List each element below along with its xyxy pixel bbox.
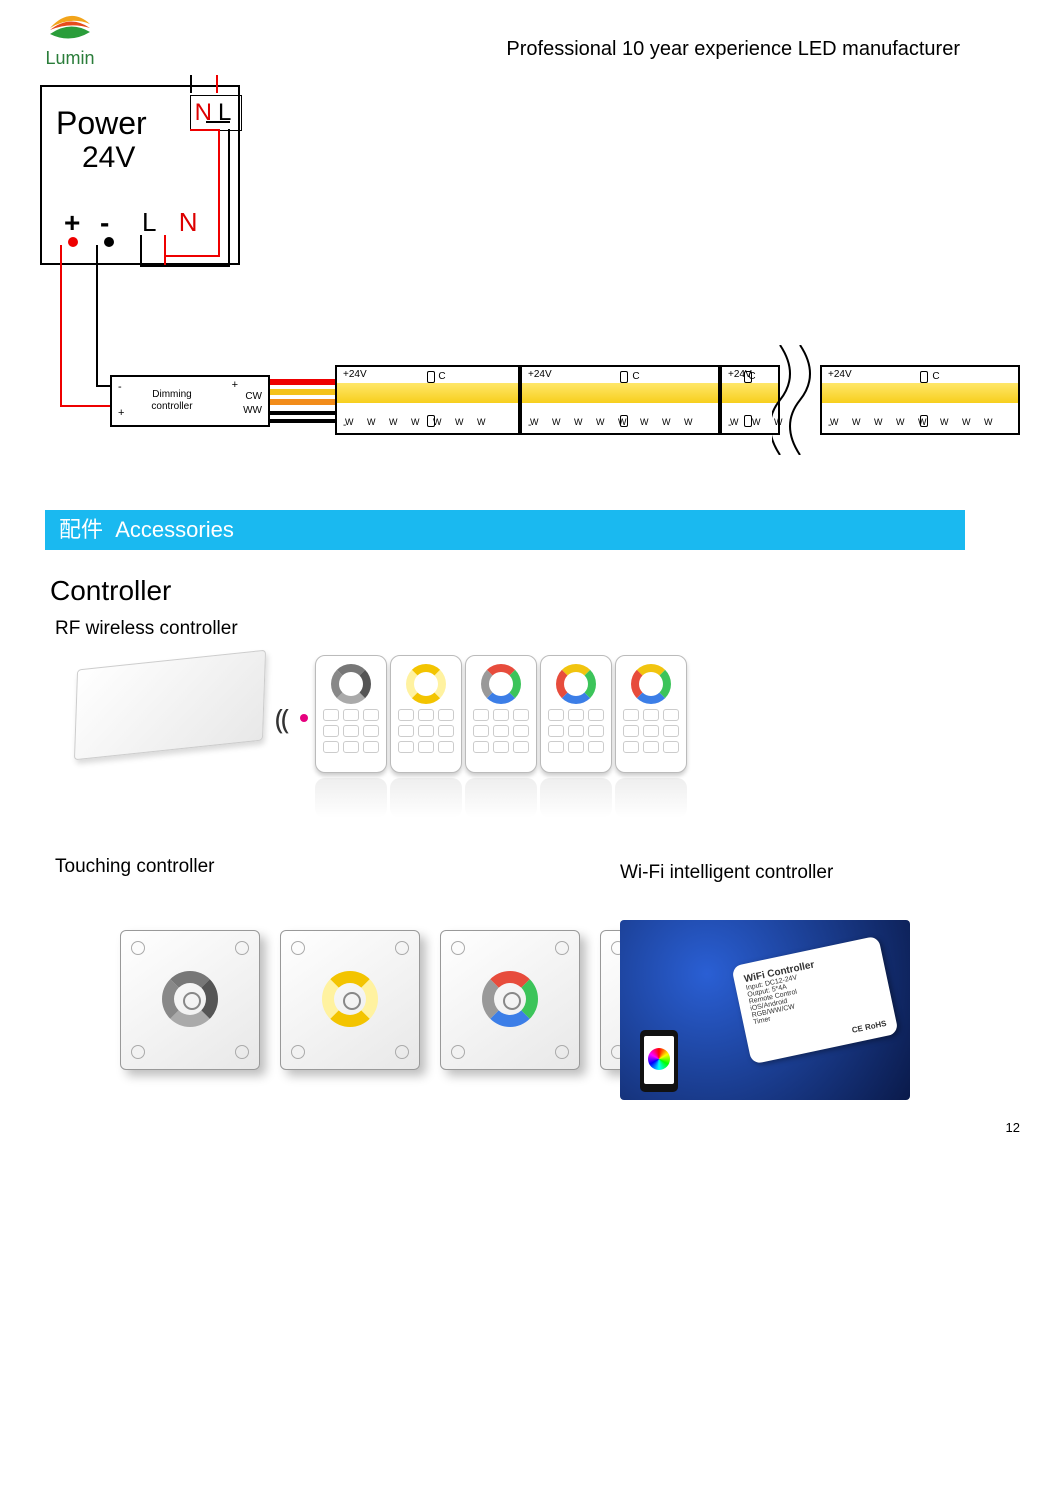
nl-terminals: NL: [190, 95, 242, 131]
wire-neg-v: [96, 245, 98, 385]
wire-out-black2: [270, 419, 336, 423]
ctrl-ww: WW: [243, 405, 262, 416]
strip-segment: +24V-CWWWWWWWW: [820, 365, 1020, 435]
rf-signal-icon: ⸨: [275, 700, 289, 738]
logo-text: Lumin: [30, 48, 110, 69]
header-tagline: Professional 10 year experience LED manu…: [506, 38, 960, 61]
wire-l-up: [190, 75, 192, 93]
ctrl-plus-out: +: [232, 379, 238, 391]
page-number: 12: [1006, 1120, 1020, 1135]
wifi-heading: Wi-Fi intelligent controller: [620, 862, 833, 884]
wire-l-h: [140, 265, 230, 267]
wire-out-black1: [270, 411, 336, 415]
wire-l-down: [140, 235, 142, 265]
wifi-device: WiFi Controller Input: DC12-24VOutput: 5…: [731, 935, 899, 1064]
strip-segment: +24V-CWWW: [720, 365, 780, 435]
dot-negative: [104, 237, 114, 247]
label-n: N: [179, 207, 206, 237]
strip-segment: +24V-CWWWWWWWW: [520, 365, 720, 435]
logo-swirl-icon: [46, 10, 94, 46]
wiring-diagram: Power 24V NL + - L N - + Dimming control…: [30, 85, 1030, 455]
rf-remote: [390, 655, 462, 773]
ctrl-label: Dimming controller: [142, 389, 202, 413]
ctrl-minus: -: [118, 381, 122, 393]
wifi-controller-image: WiFi Controller Input: DC12-24VOutput: 5…: [620, 920, 910, 1100]
touch-panel: [120, 930, 260, 1070]
power-voltage: 24V: [82, 141, 135, 175]
wire-out-orange: [270, 399, 336, 405]
rf-receiver-image: [74, 650, 266, 761]
dimming-controller-box: - + Dimming controller + CW WW: [110, 375, 270, 427]
wire-pos-v: [60, 245, 62, 405]
wire-out-yellow: [270, 389, 336, 395]
wire-n-up: [216, 75, 218, 93]
ctrl-cw: CW: [245, 391, 262, 402]
rf-remote: [315, 655, 387, 773]
accessories-cn: 配件: [59, 517, 103, 542]
ctrl-plus: +: [118, 407, 124, 419]
logo: Lumin: [30, 10, 110, 69]
phone-icon: [640, 1030, 678, 1092]
power-title: Power: [56, 105, 147, 142]
wire-n-h-inner: [164, 255, 220, 257]
touching-heading: Touching controller: [55, 856, 214, 878]
rf-heading: RF wireless controller: [55, 618, 238, 640]
dot-positive: [68, 237, 78, 247]
label-l: L: [142, 207, 164, 237]
wire-pos-h: [60, 405, 112, 407]
wire-out-red: [270, 379, 336, 385]
rf-signal-dot: [300, 714, 308, 722]
strip-segment: +24V-CWWWWWWW: [335, 365, 520, 435]
wire-n-v: [218, 129, 220, 257]
wire-n-top: [190, 129, 220, 131]
touch-panel: [280, 930, 420, 1070]
terminal-minus: -: [100, 207, 109, 239]
wire-n-down: [164, 235, 166, 265]
ln-labels: L N: [142, 207, 206, 238]
accessories-en: Accessories: [115, 517, 234, 542]
rf-remote: [540, 655, 612, 773]
controller-heading: Controller: [50, 575, 171, 607]
strip-break-icon: [772, 345, 812, 455]
touch-panel: [440, 930, 580, 1070]
wire-l-v: [228, 129, 230, 267]
terminal-plus: +: [64, 207, 80, 239]
rf-remote: [615, 655, 687, 773]
page-header: Lumin Professional 10 year experience LE…: [0, 10, 1060, 80]
wire-l-top: [206, 121, 230, 123]
rf-remote: [465, 655, 537, 773]
accessories-bar: 配件 Accessories: [45, 510, 965, 550]
